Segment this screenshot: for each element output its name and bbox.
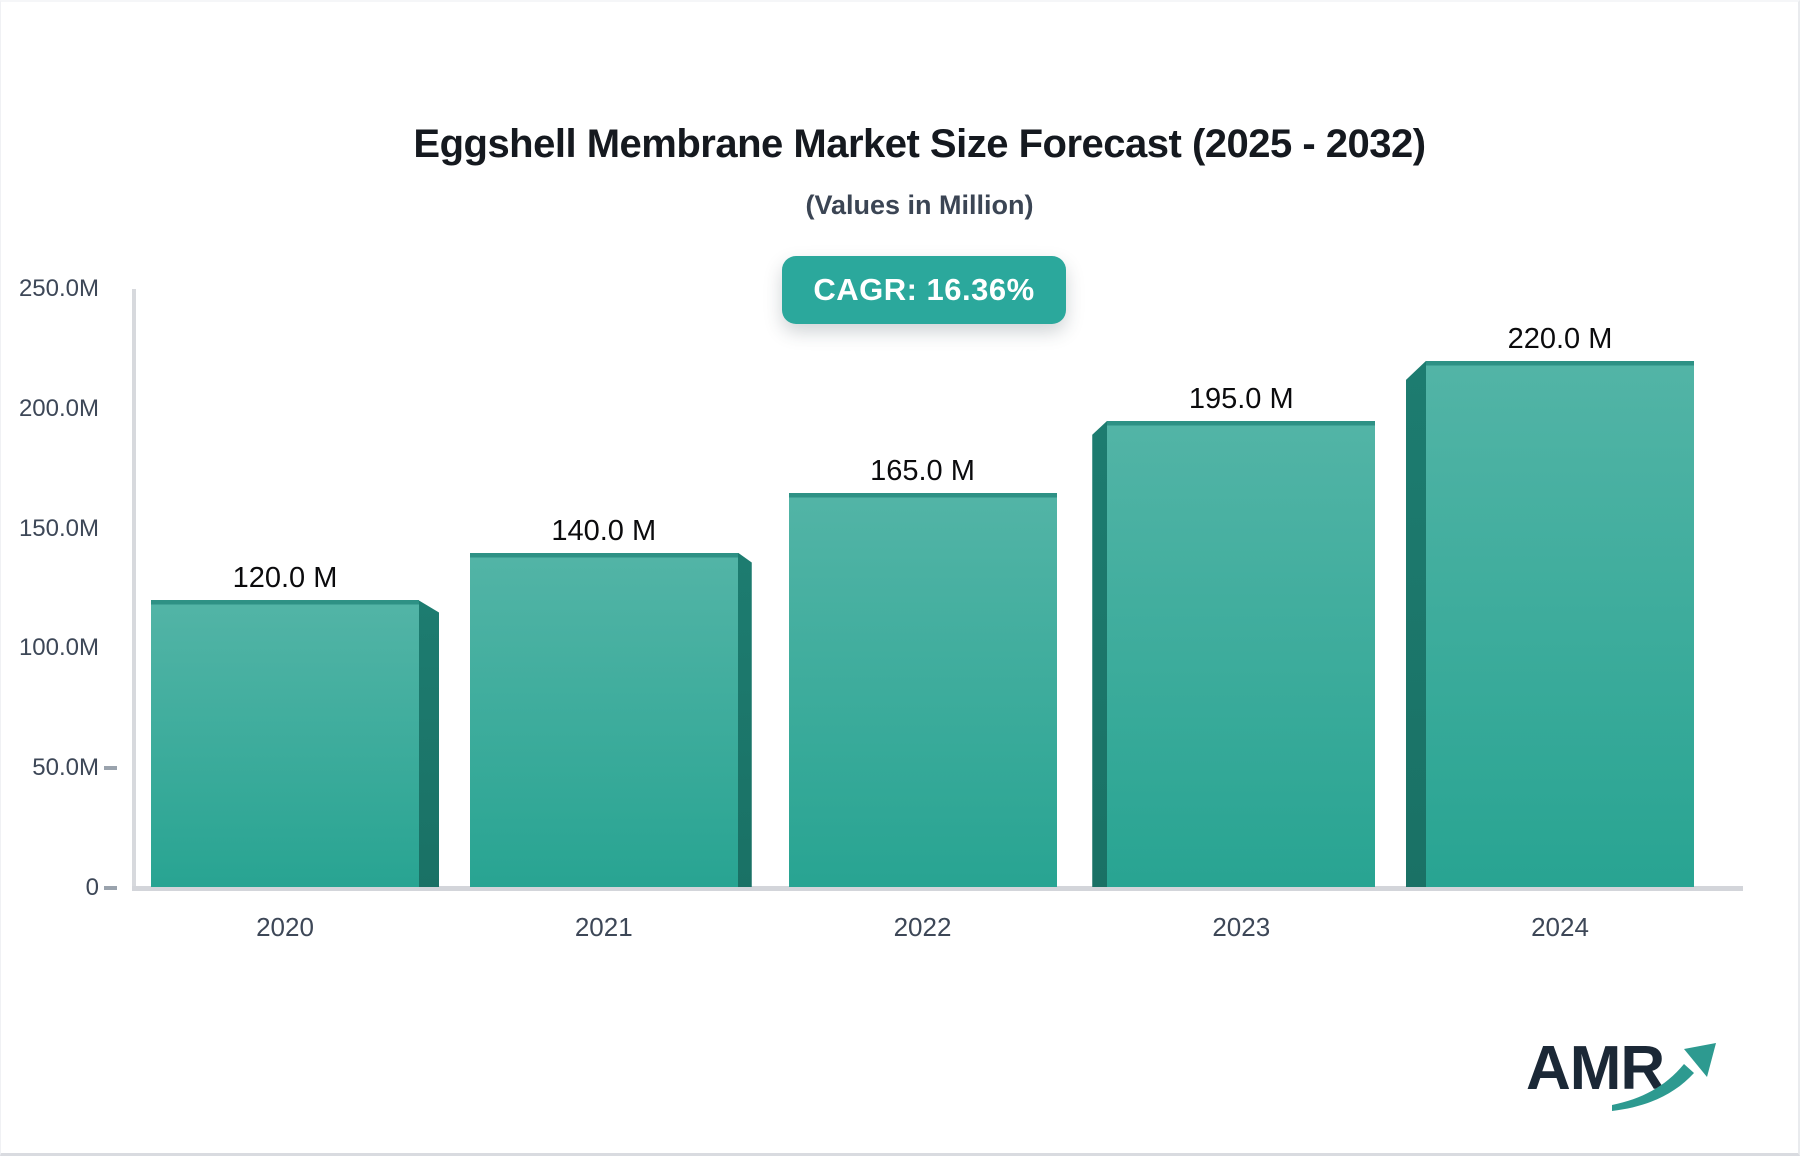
growth-arrow-icon <box>1612 1043 1716 1111</box>
bar-2022[interactable] <box>788 492 1057 887</box>
bar-side-2021 <box>737 552 752 887</box>
x-axis-label-2021: 2021 <box>574 912 633 942</box>
y-tick-dash-50.0M <box>104 766 117 771</box>
bar-value-label-2021: 140.0 M <box>551 514 657 547</box>
bar-value-label-2020: 120.0 M <box>232 562 338 595</box>
bar-side-2020 <box>419 600 439 887</box>
y-tick-label-150.0M: 150.0M <box>18 514 99 542</box>
bar-2023[interactable] <box>1107 420 1376 887</box>
y-tick-label-250.0M: 250.0M <box>18 275 99 302</box>
bar-2020[interactable] <box>151 600 419 887</box>
x-axis-label-2020: 2020 <box>256 912 314 942</box>
y-tick-label-50.0M: 50.0M <box>32 754 99 782</box>
bar-value-label-2024: 220.0 M <box>1507 322 1613 355</box>
bar-2024[interactable] <box>1426 360 1694 887</box>
x-axis-label-2024: 2024 <box>1531 912 1589 942</box>
x-axis-baseline <box>132 886 1743 891</box>
y-tick-label-0: 0 <box>85 874 99 901</box>
x-axis-label-2023: 2023 <box>1212 912 1271 942</box>
y-tick-label-100.0M: 100.0M <box>18 634 99 662</box>
chart-title: Eggshell Membrane Market Size Forecast (… <box>413 122 1426 166</box>
y-axis-line <box>132 289 136 891</box>
y-tick-label-200.0M: 200.0M <box>18 394 99 422</box>
bar-value-label-2023: 195.0 M <box>1188 382 1294 415</box>
amr-logo: AMR <box>1516 1027 1736 1122</box>
bar-2021[interactable] <box>469 552 738 887</box>
bar-side-2023 <box>1092 420 1108 887</box>
amr-logo-text: AMR <box>1526 1034 1665 1103</box>
chart-subtitle: (Values in Million) <box>805 190 1034 220</box>
cagr-badge: CAGR: 16.36% <box>782 256 1066 324</box>
bar-value-label-2022: 165.0 M <box>870 454 975 487</box>
cagr-badge-label: CAGR: 16.36% <box>813 272 1035 307</box>
y-tick-dash-0 <box>104 886 117 890</box>
bar-side-2024 <box>1406 360 1426 887</box>
x-axis-label-2022: 2022 <box>893 912 952 942</box>
